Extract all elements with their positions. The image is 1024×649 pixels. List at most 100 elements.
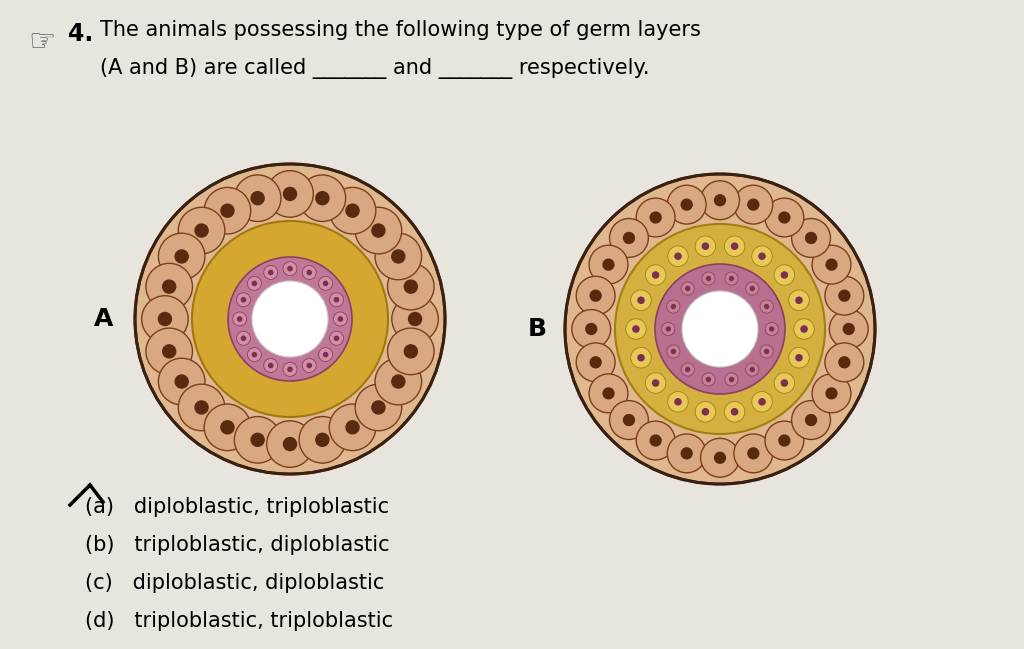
Circle shape — [228, 257, 352, 381]
Circle shape — [700, 181, 739, 219]
Circle shape — [668, 434, 707, 472]
Circle shape — [806, 232, 816, 243]
Circle shape — [288, 367, 292, 371]
Circle shape — [266, 171, 313, 217]
Circle shape — [624, 232, 635, 243]
Circle shape — [650, 212, 662, 223]
Circle shape — [334, 312, 347, 326]
Circle shape — [242, 336, 246, 340]
Circle shape — [636, 198, 675, 237]
Circle shape — [748, 448, 759, 459]
Circle shape — [701, 272, 715, 285]
Circle shape — [774, 265, 795, 286]
Circle shape — [318, 276, 333, 290]
Circle shape — [655, 264, 785, 394]
Circle shape — [409, 312, 422, 326]
Circle shape — [252, 352, 256, 357]
Circle shape — [745, 282, 759, 295]
Circle shape — [571, 310, 610, 349]
Circle shape — [752, 246, 772, 267]
Circle shape — [204, 404, 251, 450]
Circle shape — [779, 435, 790, 446]
Circle shape — [734, 185, 773, 224]
Circle shape — [645, 265, 666, 286]
Circle shape — [638, 297, 644, 303]
Circle shape — [264, 265, 278, 280]
Circle shape — [839, 290, 850, 301]
Circle shape — [338, 317, 342, 321]
Circle shape — [681, 282, 694, 295]
Circle shape — [686, 367, 690, 371]
Circle shape — [232, 312, 247, 326]
Circle shape — [404, 345, 418, 358]
Circle shape — [335, 298, 339, 302]
Circle shape — [234, 417, 281, 463]
Circle shape — [178, 384, 225, 431]
Circle shape — [725, 272, 738, 285]
Circle shape — [284, 437, 297, 450]
Circle shape — [268, 363, 272, 367]
Circle shape — [765, 349, 769, 354]
Circle shape — [392, 250, 404, 263]
Circle shape — [668, 391, 688, 412]
Circle shape — [609, 400, 648, 439]
Circle shape — [774, 373, 795, 393]
Circle shape — [731, 409, 737, 415]
Circle shape — [667, 327, 671, 331]
Circle shape — [590, 290, 601, 301]
Text: (A and B) are called _______ and _______ respectively.: (A and B) are called _______ and _______… — [100, 58, 649, 79]
Circle shape — [392, 375, 404, 388]
Circle shape — [729, 378, 733, 382]
Circle shape — [652, 272, 658, 278]
Circle shape — [195, 224, 208, 237]
Circle shape — [751, 367, 755, 371]
Circle shape — [135, 164, 445, 474]
Circle shape — [586, 324, 597, 334]
Circle shape — [681, 363, 694, 376]
Text: 4.: 4. — [68, 22, 93, 46]
Circle shape — [731, 243, 737, 249]
Circle shape — [346, 204, 359, 217]
Text: (a)   diploblastic, triploblastic: (a) diploblastic, triploblastic — [85, 497, 389, 517]
Circle shape — [145, 328, 193, 374]
Circle shape — [631, 290, 651, 310]
Circle shape — [268, 271, 272, 275]
Circle shape — [781, 272, 787, 278]
Circle shape — [825, 343, 864, 382]
Circle shape — [792, 400, 830, 439]
Circle shape — [330, 404, 376, 450]
Circle shape — [681, 199, 692, 210]
Circle shape — [759, 398, 765, 405]
Circle shape — [141, 296, 188, 342]
Circle shape — [330, 188, 376, 234]
Circle shape — [335, 336, 339, 340]
Circle shape — [603, 388, 614, 399]
Circle shape — [829, 310, 868, 349]
Circle shape — [781, 380, 787, 386]
Circle shape — [751, 287, 755, 291]
Circle shape — [675, 398, 681, 405]
Circle shape — [633, 326, 639, 332]
Circle shape — [589, 374, 628, 413]
Circle shape — [221, 421, 233, 434]
Circle shape — [801, 326, 807, 332]
Circle shape — [375, 358, 422, 405]
Circle shape — [266, 421, 313, 467]
Circle shape — [387, 263, 434, 310]
Circle shape — [796, 354, 802, 361]
Circle shape — [175, 250, 188, 263]
Circle shape — [404, 280, 418, 293]
Circle shape — [724, 402, 744, 422]
Circle shape — [765, 198, 804, 237]
Circle shape — [238, 317, 242, 321]
Circle shape — [672, 304, 676, 308]
Circle shape — [159, 312, 171, 326]
Circle shape — [355, 207, 401, 254]
Circle shape — [701, 373, 715, 386]
Text: (c)   diploblastic, diploblastic: (c) diploblastic, diploblastic — [85, 573, 384, 593]
Circle shape — [242, 298, 246, 302]
Circle shape — [794, 319, 814, 339]
Circle shape — [707, 378, 711, 382]
Circle shape — [302, 358, 316, 373]
Circle shape — [175, 375, 188, 388]
